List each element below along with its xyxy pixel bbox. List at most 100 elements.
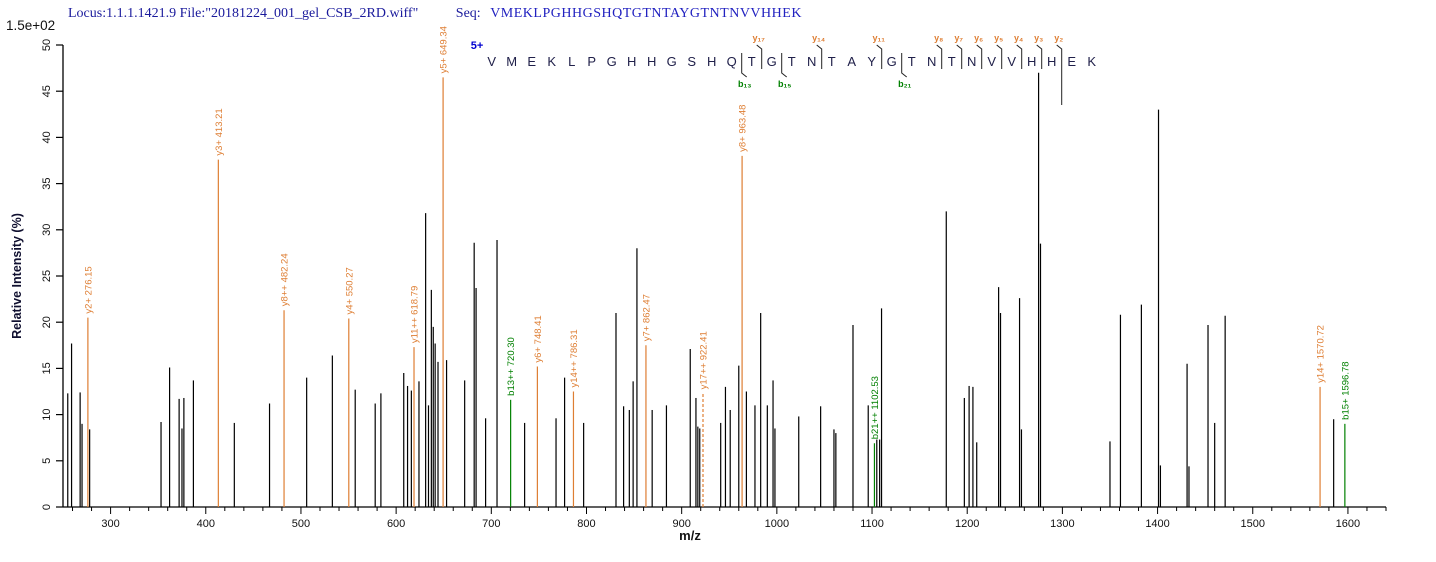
residue-letter: T [948, 54, 956, 69]
x-tick-label: 800 [577, 518, 595, 530]
cut-marker [936, 44, 943, 69]
cut-marker [816, 44, 823, 69]
axes-group: 0 5 10 15 20 25 30 35 40 45 50 300 400 500 600 700 800 90… [41, 39, 1387, 530]
y-tick-label: 0 [41, 504, 53, 510]
cut-marker [1036, 44, 1043, 69]
cut-marker [876, 44, 883, 69]
residue-letter: T [908, 54, 916, 69]
peak-label: b15+ 1596.78 [1340, 361, 1351, 419]
y-ion-cut-label: y₄ [1014, 33, 1023, 43]
x-tick-label: 1000 [765, 518, 789, 530]
x-tick-label: 600 [387, 518, 405, 530]
cut-marker [741, 53, 748, 78]
seq-label: Seq: [455, 6, 481, 21]
y-ion-cut-label: y₅ [994, 33, 1003, 43]
cut-marker [996, 44, 1003, 69]
seq-value: VMEKLPGHHGSHQTGTNTAYGTNTNVVHHEK [490, 6, 802, 21]
x-tick-label: 500 [292, 518, 310, 530]
peak-label: y14++ 786.31 [569, 329, 580, 387]
y-ion-cut-label: y₁₄ [812, 33, 825, 43]
residue-letter: E [1067, 54, 1076, 69]
peak-label: y8+ 963.48 [738, 105, 749, 152]
residue-letter: Q [727, 54, 737, 69]
peak-label: y7+ 862.47 [641, 294, 652, 341]
y-ion-cut-label: y₁₁ [872, 33, 885, 43]
cut-marker [976, 44, 983, 69]
peak-label: y6+ 748.41 [533, 315, 544, 362]
residue-letter: G [767, 54, 777, 69]
y-tick-label: 25 [41, 270, 53, 282]
b-ion-cut-label: b₂₁ [898, 79, 911, 89]
peak-label: y17++ 922.41 [698, 331, 709, 389]
residue-letter: H [707, 54, 716, 69]
residue-letter: V [1007, 54, 1016, 69]
peak-label: y4+ 550.27 [344, 267, 355, 314]
intensity-scale-note: 1.5e+02 [6, 18, 55, 33]
peak-label: b13++ 720.30 [506, 337, 517, 396]
residue-letter: A [847, 54, 856, 69]
header-bar: Locus:1.1.1.1421.9 File:"20181224_001_ge… [68, 6, 802, 22]
x-tick-label: 1600 [1336, 518, 1360, 530]
y-tick-label: 40 [41, 131, 53, 143]
residue-letter: K [1087, 54, 1096, 69]
peak-label: y2+ 276.15 [83, 266, 94, 313]
x-tick-label: 1100 [860, 518, 884, 530]
peak-labels-group: y2+ 276.15 y3+ 413.21 y8++ 482.24 y4+ 550.2… [83, 26, 1351, 439]
residue-letter: K [547, 54, 556, 69]
residue-letter: N [967, 54, 976, 69]
y-tick-label: 20 [41, 316, 53, 328]
residue-letter: G [667, 54, 677, 69]
x-tick-label: 900 [672, 518, 690, 530]
charge-state-label: 5+ [471, 40, 484, 52]
peaks-group [67, 72, 1346, 507]
residue-letter: N [927, 54, 936, 69]
residue-letter: T [828, 54, 836, 69]
residue-letter: H [1047, 54, 1056, 69]
x-tick-label: 400 [197, 518, 215, 530]
x-axis-title: m/z [679, 528, 701, 543]
x-tick-label: 1300 [1050, 518, 1074, 530]
residue-letter: G [887, 54, 897, 69]
peak-label: y11++ 618.79 [410, 286, 421, 343]
peak-label: y8++ 482.24 [280, 253, 291, 306]
residue-letter: Y [867, 54, 876, 69]
residue-letter: T [788, 54, 796, 69]
cut-marker [1016, 44, 1023, 69]
y-ion-cut-label: y₈ [934, 33, 943, 43]
cut-marker [901, 53, 908, 78]
locus-text: Locus:1.1.1.1421.9 File:"20181224_001_ge… [68, 6, 419, 21]
residue-letter: S [687, 54, 696, 69]
y-ion-cut-label: y₁₇ [753, 33, 766, 43]
residue-letter: M [506, 54, 517, 69]
peak-label: y3+ 413.21 [214, 108, 225, 155]
residue-letter: L [568, 54, 575, 69]
residue-letter: G [607, 54, 617, 69]
y-axis-title: Relative Intensity (%) [10, 213, 24, 339]
x-tick-label: 300 [101, 518, 119, 530]
y-tick-label: 10 [41, 408, 53, 420]
residue-letter: H [1027, 54, 1036, 69]
y-tick-label: 5 [41, 458, 53, 464]
x-tick-label: 1200 [955, 518, 979, 530]
residue-letter: E [527, 54, 536, 69]
residue-letter: V [487, 54, 496, 69]
y-tick-label: 45 [41, 85, 53, 97]
x-tick-label: 1500 [1241, 518, 1265, 530]
residue-letter: V [987, 54, 996, 69]
residue-letter: T [748, 54, 756, 69]
y-ion-cut-label: y₇ [954, 33, 963, 43]
y-ion-cut-label: y₂ [1054, 33, 1063, 43]
peak-label: b21++ 1102.53 [870, 376, 881, 439]
cut-marker [756, 44, 763, 69]
y-tick-label: 50 [41, 39, 53, 51]
cut-marker [956, 44, 963, 69]
y-tick-label: 15 [41, 362, 53, 374]
peak-label: y14+ 1570.72 [1316, 325, 1327, 383]
b-ion-cut-label: b₁₅ [778, 79, 791, 89]
cut-marker [781, 53, 788, 78]
residue-letter: H [647, 54, 656, 69]
residue-letter: N [807, 54, 816, 69]
cut-marker [1056, 44, 1063, 105]
